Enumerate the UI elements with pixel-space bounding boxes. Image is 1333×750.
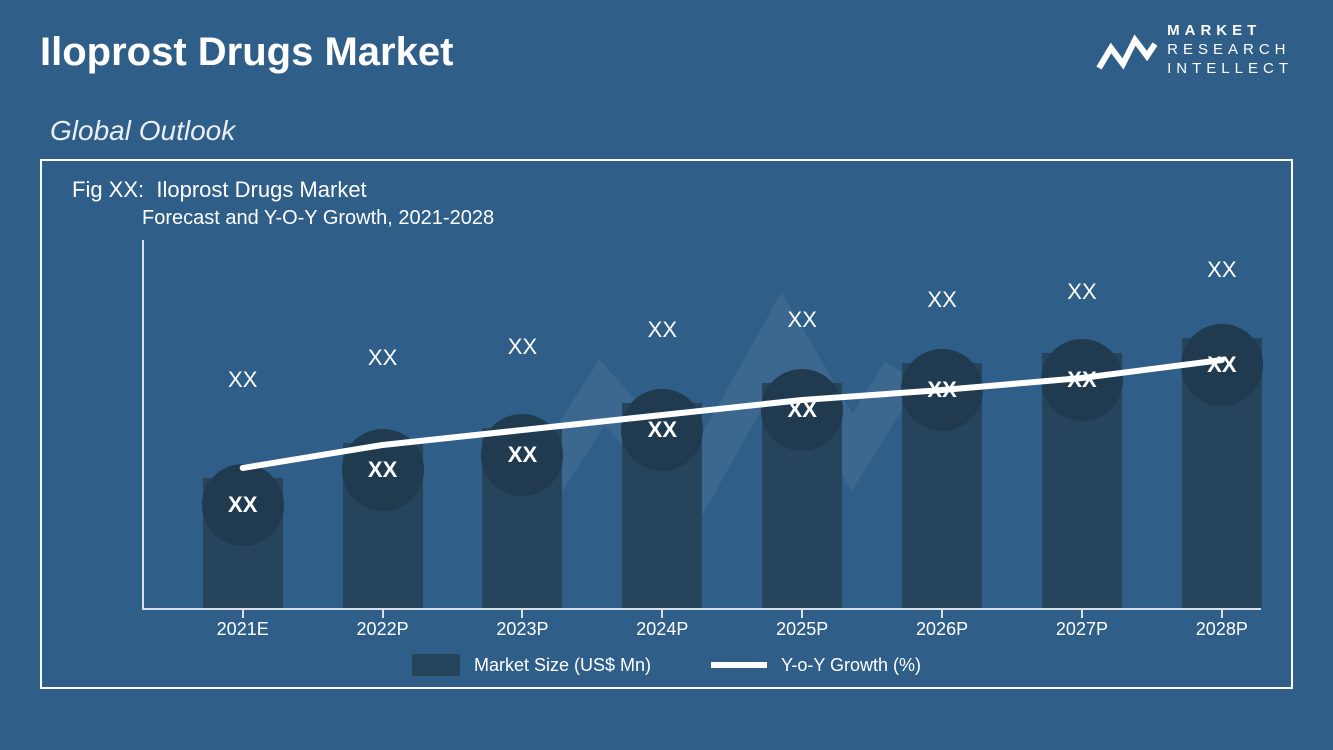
x-tick — [242, 608, 244, 618]
figure-subcaption: Forecast and Y-O-Y Growth, 2021-2028 — [142, 207, 1271, 230]
fig-title: Iloprost Drugs Market — [156, 177, 366, 202]
bar-top-label: XX — [648, 317, 677, 343]
x-tick — [1221, 608, 1223, 618]
bar-top-label: XX — [788, 307, 817, 333]
chart-frame: Fig XX: Iloprost Drugs Market Forecast a… — [40, 159, 1293, 689]
legend: Market Size (US$ Mn) Y-o-Y Growth (%) — [62, 654, 1271, 676]
x-tick — [382, 608, 384, 618]
x-tick-label: 2024P — [636, 619, 688, 640]
bar-swatch-icon — [412, 654, 460, 676]
bar-top-label: XX — [1067, 279, 1096, 305]
bar-value-circle: XX — [901, 349, 983, 431]
bar-value-circle: XX — [342, 429, 424, 511]
x-tick-label: 2026P — [916, 619, 968, 640]
logo-line3: INTELLECT — [1167, 60, 1293, 79]
bar-top-label: XX — [927, 287, 956, 313]
legend-item-bar: Market Size (US$ Mn) — [412, 654, 651, 676]
logo-line1: MARKET — [1167, 22, 1293, 41]
logo-text: MARKET RESEARCH INTELLECT — [1167, 22, 1293, 78]
line-swatch-icon — [711, 662, 767, 668]
x-tick — [801, 608, 803, 618]
page-subtitle: Global Outlook — [50, 115, 1293, 147]
x-tick — [661, 608, 663, 618]
plot-area: XXXX2021EXXXX2022PXXXX2023PXXXX2024PXXXX… — [142, 240, 1261, 610]
bar: XX — [762, 383, 842, 608]
legend-item-line: Y-o-Y Growth (%) — [711, 655, 921, 676]
bar-top-label: XX — [508, 334, 537, 360]
bar: XX — [622, 403, 702, 608]
bar-value-circle: XX — [202, 464, 284, 546]
page-root: MARKET RESEARCH INTELLECT Iloprost Drugs… — [0, 0, 1333, 750]
fig-label: Fig XX: — [72, 177, 144, 202]
bar: XX — [1042, 353, 1122, 608]
x-tick-label: 2028P — [1196, 619, 1248, 640]
x-tick-label: 2021E — [217, 619, 269, 640]
x-tick-label: 2027P — [1056, 619, 1108, 640]
bar: XX — [343, 443, 423, 608]
bar-value-circle: XX — [1041, 339, 1123, 421]
x-tick — [521, 608, 523, 618]
x-tick-label: 2025P — [776, 619, 828, 640]
bar: XX — [902, 363, 982, 608]
bar-value-circle: XX — [761, 369, 843, 451]
x-tick-label: 2023P — [496, 619, 548, 640]
legend-bar-label: Market Size (US$ Mn) — [474, 655, 651, 676]
figure-caption: Fig XX: Iloprost Drugs Market — [72, 177, 1271, 203]
x-tick — [1081, 608, 1083, 618]
x-tick-label: 2022P — [357, 619, 409, 640]
bar: XX — [203, 478, 283, 608]
x-tick — [941, 608, 943, 618]
bars-container: XXXX2021EXXXX2022PXXXX2023PXXXX2024PXXXX… — [142, 240, 1261, 610]
bar-value-circle: XX — [621, 389, 703, 471]
bar: XX — [1182, 338, 1262, 608]
bar: XX — [482, 428, 562, 608]
bar-top-label: XX — [368, 345, 397, 371]
logo-mark-icon — [1095, 26, 1157, 74]
bar-top-label: XX — [228, 367, 257, 393]
logo-line2: RESEARCH — [1167, 41, 1293, 60]
bar-top-label: XX — [1207, 257, 1236, 283]
bar-value-circle: XX — [481, 414, 563, 496]
brand-logo: MARKET RESEARCH INTELLECT — [1095, 22, 1293, 78]
legend-line-label: Y-o-Y Growth (%) — [781, 655, 921, 676]
bar-value-circle: XX — [1181, 324, 1263, 406]
